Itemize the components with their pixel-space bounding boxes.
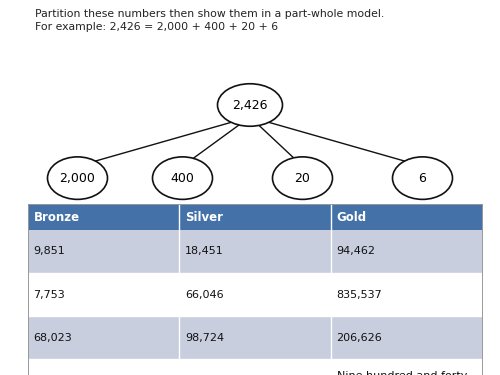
Text: Nine hundred and forty
three thousand, seven
hundred and ninety two: Nine hundred and forty three thousand, s… (336, 370, 470, 375)
Text: 98,724: 98,724 (185, 333, 224, 343)
Bar (330, 230, 482, 273)
Text: 6: 6 (418, 172, 426, 184)
Text: 2,000: 2,000 (60, 172, 96, 184)
Ellipse shape (272, 157, 332, 200)
Text: Silver: Silver (185, 211, 223, 224)
Bar (28, 204, 482, 375)
Text: 400: 400 (170, 172, 194, 184)
Text: 66,046: 66,046 (185, 290, 224, 300)
Bar (179, 316, 330, 359)
Bar (28, 359, 179, 375)
Bar (179, 359, 330, 375)
Ellipse shape (152, 157, 212, 200)
Bar (28, 204, 179, 230)
Text: 20: 20 (294, 172, 310, 184)
Text: 7,753: 7,753 (34, 290, 65, 300)
Bar (179, 230, 330, 273)
Bar (330, 316, 482, 359)
Text: Bronze: Bronze (34, 211, 80, 224)
Text: 206,626: 206,626 (336, 333, 382, 343)
Bar (330, 273, 482, 316)
Bar (28, 316, 179, 359)
Text: 2,426: 2,426 (232, 99, 268, 111)
Text: Gold: Gold (336, 211, 366, 224)
Text: Partition these numbers then show them in a part-whole model.: Partition these numbers then show them i… (35, 9, 384, 20)
Ellipse shape (48, 157, 108, 200)
Text: 94,462: 94,462 (336, 246, 376, 256)
Ellipse shape (392, 157, 452, 200)
Bar (330, 204, 482, 230)
Bar (179, 273, 330, 316)
Bar (28, 273, 179, 316)
Text: 18,451: 18,451 (185, 246, 224, 256)
Text: 68,023: 68,023 (34, 333, 72, 343)
Bar (330, 359, 482, 375)
Bar (179, 204, 330, 230)
Ellipse shape (218, 84, 282, 126)
Text: For example: 2,426 = 2,000 + 400 + 20 + 6: For example: 2,426 = 2,000 + 400 + 20 + … (35, 22, 278, 32)
Text: 9,851: 9,851 (34, 246, 65, 256)
Bar (28, 230, 179, 273)
Text: 835,537: 835,537 (336, 290, 382, 300)
